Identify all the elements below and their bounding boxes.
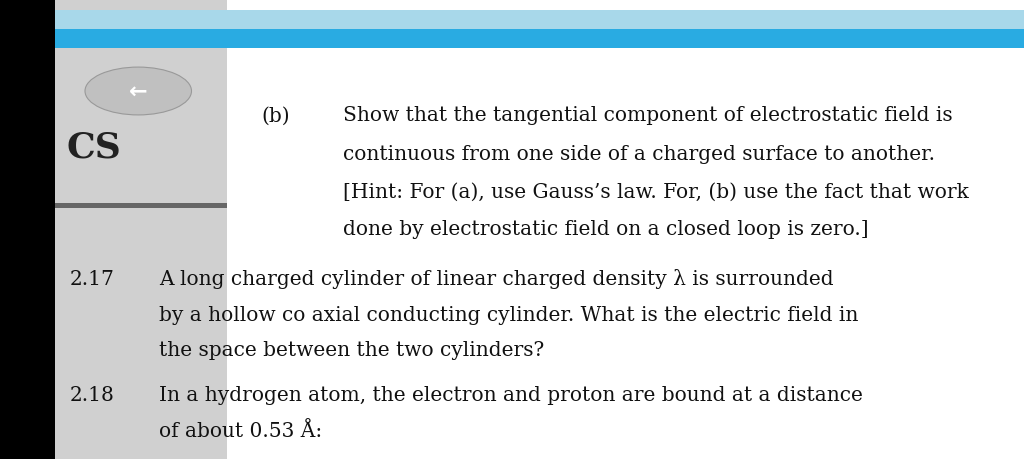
Text: (b): (b) — [261, 106, 290, 125]
Text: Show that the tangential component of electrostatic field is: Show that the tangential component of el… — [343, 106, 952, 125]
Bar — [0, 0, 55, 459]
Bar — [55, 203, 227, 209]
Bar — [55, 0, 227, 459]
Circle shape — [85, 68, 191, 116]
Text: [Hint: For (a), use Gauss’s law. For, (b) use the fact that work: [Hint: For (a), use Gauss’s law. For, (b… — [343, 182, 969, 202]
Text: of about 0.53 Å:: of about 0.53 Å: — [159, 420, 322, 440]
Text: 2.17: 2.17 — [70, 269, 115, 288]
Text: CS: CS — [67, 130, 121, 164]
Text: done by electrostatic field on a closed loop is zero.]: done by electrostatic field on a closed … — [343, 220, 868, 239]
Text: continuous from one side of a charged surface to another.: continuous from one side of a charged su… — [343, 144, 935, 163]
Text: by a hollow co axial conducting cylinder. What is the electric field in: by a hollow co axial conducting cylinder… — [159, 305, 858, 324]
Bar — [55, 30, 1024, 49]
Text: the space between the two cylinders?: the space between the two cylinders? — [159, 341, 544, 360]
Text: ←: ← — [129, 82, 147, 102]
Text: In a hydrogen atom, the electron and proton are bound at a distance: In a hydrogen atom, the electron and pro… — [159, 385, 862, 404]
Text: 2.18: 2.18 — [70, 385, 115, 404]
Bar — [55, 11, 1024, 30]
Text: A long charged cylinder of linear charged density λ is surrounded: A long charged cylinder of linear charge… — [159, 269, 834, 289]
